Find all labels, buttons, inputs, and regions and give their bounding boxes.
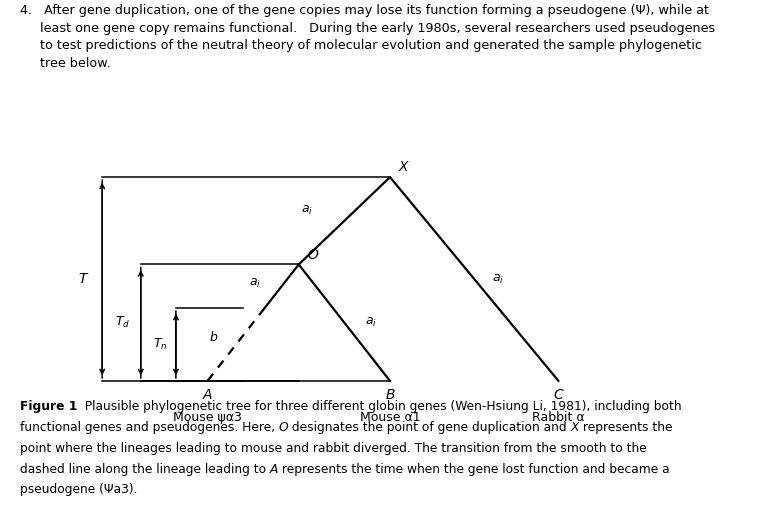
Text: X: X bbox=[399, 160, 408, 175]
Text: A: A bbox=[203, 387, 212, 402]
Text: $a_i$: $a_i$ bbox=[249, 277, 261, 290]
Text: $a_i$: $a_i$ bbox=[301, 204, 313, 217]
Text: C: C bbox=[554, 387, 563, 402]
Text: O: O bbox=[278, 421, 288, 434]
Text: B: B bbox=[385, 387, 395, 402]
Text: $a_i$: $a_i$ bbox=[492, 272, 504, 286]
Text: functional genes and pseudogenes. Here,: functional genes and pseudogenes. Here, bbox=[20, 421, 278, 434]
Text: $T_n$: $T_n$ bbox=[153, 337, 168, 352]
Text: Rabbit α: Rabbit α bbox=[532, 411, 585, 425]
Text: point where the lineages leading to mouse and rabbit diverged. The transition fr: point where the lineages leading to mous… bbox=[20, 442, 647, 455]
Text: Plausible phylogenetic tree for three different globin genes (Wen-Hsiung Li, 198: Plausible phylogenetic tree for three di… bbox=[77, 401, 682, 413]
Text: $T$: $T$ bbox=[78, 272, 90, 286]
Text: X: X bbox=[571, 421, 579, 434]
Text: $T_d$: $T_d$ bbox=[115, 315, 130, 330]
Text: represents the: represents the bbox=[579, 421, 672, 434]
Text: Figure 1: Figure 1 bbox=[20, 401, 77, 413]
Text: dashed line along the lineage leading to: dashed line along the lineage leading to bbox=[20, 463, 270, 475]
Text: 4.   After gene duplication, one of the gene copies may lose its function formin: 4. After gene duplication, one of the ge… bbox=[20, 4, 714, 70]
Text: $a_i$: $a_i$ bbox=[365, 316, 378, 329]
Text: Mouse ψα3: Mouse ψα3 bbox=[173, 411, 242, 425]
Text: A: A bbox=[270, 463, 278, 475]
Text: pseudogene (Ψa3).: pseudogene (Ψa3). bbox=[20, 483, 137, 496]
Text: O: O bbox=[308, 248, 319, 262]
Text: $b$: $b$ bbox=[209, 330, 218, 344]
Text: Mouse α1: Mouse α1 bbox=[360, 411, 420, 425]
Text: designates the point of gene duplication and: designates the point of gene duplication… bbox=[288, 421, 571, 434]
Text: represents the time when the gene lost function and became a: represents the time when the gene lost f… bbox=[278, 463, 669, 475]
